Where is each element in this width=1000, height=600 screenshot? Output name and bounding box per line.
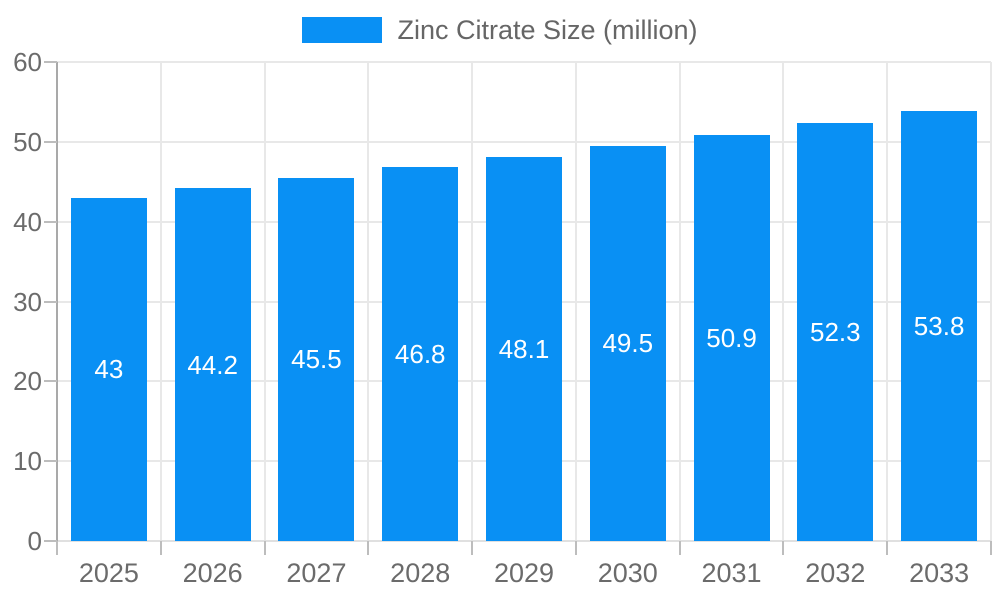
y-axis-tick [44,220,57,223]
bar-value-label: 53.8 [913,311,965,342]
bar-value-label: 50.9 [706,322,757,353]
x-axis-tick-label: 2026 [182,558,243,588]
bar-value-label: 52.3 [810,317,861,348]
x-axis-tick [263,541,266,555]
bar-value-label: 46.8 [394,339,446,370]
y-axis-tick-label: 50 [13,126,42,157]
x-axis-tick [990,541,992,555]
x-axis-tick [678,541,681,555]
bar[interactable]: 49.5 [589,145,666,541]
legend-swatch [302,17,383,43]
x-axis-line [57,540,991,542]
x-axis-tick-label: 2028 [390,558,451,588]
y-axis-tick-label: 30 [13,286,42,317]
bar[interactable]: 44.2 [174,188,251,541]
bar[interactable]: 43 [70,197,147,541]
bar[interactable]: 45.5 [278,177,355,541]
x-axis-tick-label: 2031 [701,558,762,588]
y-axis-tick [44,540,57,542]
v-gridline [367,62,370,541]
y-axis-line [56,62,58,555]
v-gridline [263,62,266,541]
bar-value-label: 48.1 [498,333,550,364]
v-gridline [574,62,577,541]
x-axis-tick [886,541,889,555]
x-axis-tick [56,541,58,555]
x-axis-tick [471,541,474,555]
y-axis-tick-label: 20 [13,366,42,397]
bar-value-label: 43 [94,354,124,385]
bar[interactable]: 48.1 [486,157,562,541]
v-gridline [782,62,785,541]
bar[interactable]: 46.8 [382,167,459,541]
bar[interactable]: 53.8 [901,111,978,541]
legend[interactable]: Zinc Citrate Size (million) [0,0,1000,60]
y-axis-tick-label: 40 [13,206,42,237]
bar-value-label: 44.2 [187,349,238,380]
y-axis-tick [44,61,57,63]
x-axis-tick-label: 2029 [493,558,555,588]
v-gridline [990,62,992,541]
bar-value-label: 45.5 [291,344,342,375]
y-axis-tick [44,300,57,303]
y-axis-tick-label: 0 [27,526,42,556]
y-axis-tick [44,140,57,143]
bar[interactable]: 52.3 [797,123,874,541]
x-axis-tick [782,541,785,555]
v-gridline [159,62,162,541]
v-gridline [886,62,889,541]
x-axis-tick-label: 2033 [909,558,970,588]
x-axis-tick-label: 2030 [597,558,658,588]
bar-value-label: 49.5 [602,328,654,359]
x-axis-tick [367,541,370,555]
h-gridline [57,140,991,143]
y-axis-tick [44,460,57,463]
v-gridline [678,62,681,541]
h-gridline [57,61,991,63]
x-axis-tick-label: 2027 [286,558,347,588]
x-axis-tick [574,541,577,555]
y-axis-tick-label: 10 [13,446,42,477]
y-axis-tick [44,380,57,383]
x-axis-tick-label: 2032 [805,558,866,588]
bar[interactable]: 50.9 [693,134,770,541]
y-axis-tick-label: 60 [13,47,42,77]
x-axis-tick-label: 2025 [78,558,139,588]
legend-label: Zinc Citrate Size (million) [397,14,698,45]
v-gridline [471,62,474,541]
x-axis-tick [159,541,162,555]
